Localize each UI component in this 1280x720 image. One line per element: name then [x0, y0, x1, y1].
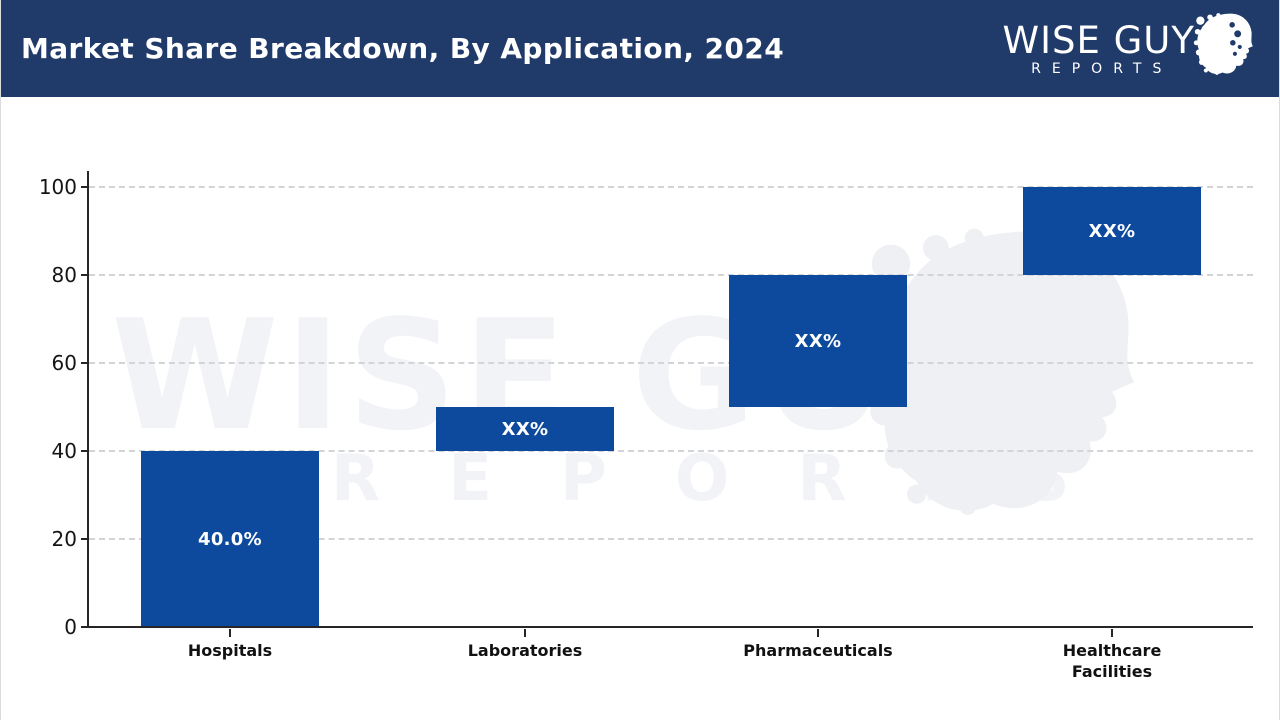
bar-value-label: XX% — [794, 330, 842, 352]
gridline-40 — [89, 450, 1253, 452]
x-axis-label-line: Healthcare — [1062, 641, 1162, 660]
y-tick-label: 80 — [51, 263, 77, 287]
bar-healthcare-facilities: XX% — [1023, 187, 1201, 275]
y-tick-mark — [81, 186, 88, 188]
y-tick-mark — [81, 362, 88, 364]
x-axis-line — [87, 626, 1253, 628]
logo-subtitle-text: REPORTS — [1031, 60, 1173, 77]
x-axis-label-line: Pharmaceuticals — [743, 641, 893, 660]
y-tick-mark — [81, 626, 88, 628]
x-axis-label-line: Laboratories — [467, 641, 583, 660]
x-tick-mark — [524, 629, 526, 637]
y-tick-mark — [81, 274, 88, 276]
y-tick-mark — [81, 450, 88, 452]
gridline-20 — [89, 538, 1253, 540]
x-tick-mark — [229, 629, 231, 637]
x-axis-label-line: Hospitals — [187, 641, 273, 660]
x-tick-mark — [817, 629, 819, 637]
bar-value-label: 40.0% — [198, 528, 262, 550]
y-tick-label: 40 — [51, 439, 77, 463]
header: Market Share Breakdown, By Application, … — [1, 0, 1279, 97]
bar-hospitals: 40.0% — [141, 451, 319, 627]
logo-wordmark: WISE GUY REPORTS — [1003, 22, 1195, 76]
bar-pharmaceuticals: XX% — [729, 275, 907, 407]
x-axis-label-line: Facilities — [1071, 662, 1153, 681]
gridline-100 — [89, 186, 1253, 188]
bar-value-label: XX% — [501, 418, 549, 440]
bar-laboratories: XX% — [436, 407, 614, 451]
x-axis-label: Healthcare Facilities — [992, 640, 1232, 682]
bar-value-label: XX% — [1088, 220, 1136, 242]
x-axis-label: Hospitals — [110, 640, 350, 661]
logo-face-icon — [1193, 12, 1253, 75]
y-tick-label: 60 — [51, 351, 77, 375]
y-tick-label: 20 — [51, 527, 77, 551]
x-tick-mark — [1111, 629, 1113, 637]
plot-area: 0 20 40 60 80 100 40.0% XX% XX% XX% Hospitals Labor… — [39, 177, 1253, 681]
gridline-60 — [89, 362, 1253, 364]
y-tick-mark — [81, 538, 88, 540]
page-title: Market Share Breakdown, By Application, … — [21, 32, 785, 65]
x-axis-label: Pharmaceuticals — [698, 640, 938, 661]
x-axis-label: Laboratories — [405, 640, 645, 661]
gridline-80 — [89, 274, 1253, 276]
logo-title-text: WISE GUY — [1002, 18, 1195, 62]
brand-logo: WISE GUY REPORTS — [1003, 11, 1265, 87]
y-axis-line — [87, 171, 89, 628]
y-tick-label: 0 — [64, 615, 77, 639]
chart-area: WISE GUY REPORTS 0 20 40 60 80 100 40.0% XX% XX%… — [1, 97, 1279, 720]
y-tick-label: 100 — [38, 175, 77, 199]
